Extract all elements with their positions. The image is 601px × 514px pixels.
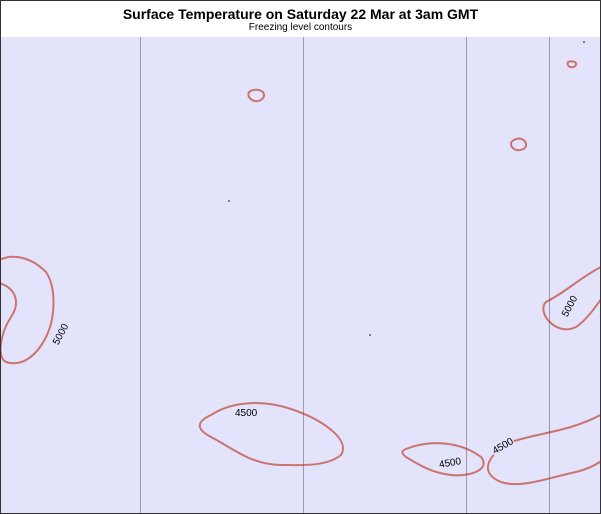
- chart-subtitle: Freezing level contours: [249, 22, 352, 33]
- chart-title: Surface Temperature on Saturday 22 Mar a…: [123, 6, 478, 22]
- island-marker: [228, 200, 230, 202]
- gridline-vertical: [549, 37, 550, 513]
- map-area: 50005000450045004500: [1, 37, 600, 513]
- temperature-map-chart: Surface Temperature on Saturday 22 Mar a…: [0, 0, 601, 514]
- island-marker: [369, 334, 371, 336]
- gridline-vertical: [303, 37, 304, 513]
- gridline-vertical: [140, 37, 141, 513]
- chart-header: Surface Temperature on Saturday 22 Mar a…: [1, 1, 600, 38]
- island-marker: [583, 41, 585, 43]
- contour-label-4500: 4500: [234, 408, 258, 419]
- gridline-vertical: [466, 37, 467, 513]
